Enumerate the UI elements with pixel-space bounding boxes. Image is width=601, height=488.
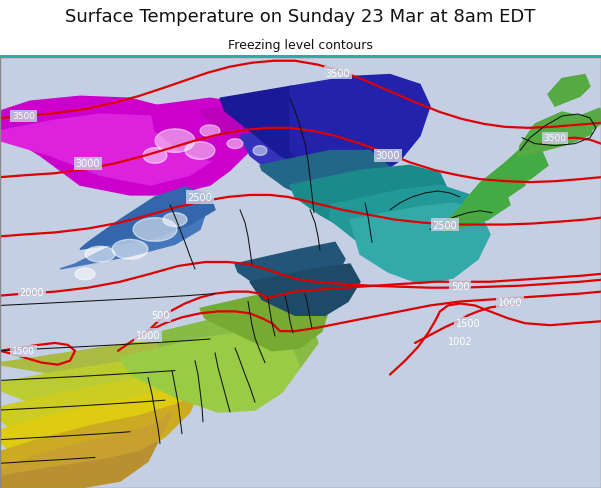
Polygon shape — [518, 113, 592, 158]
Polygon shape — [462, 166, 525, 213]
Polygon shape — [240, 122, 370, 186]
Polygon shape — [0, 412, 172, 488]
Polygon shape — [185, 142, 215, 160]
Polygon shape — [0, 392, 198, 481]
Polygon shape — [85, 247, 115, 263]
Polygon shape — [250, 264, 360, 316]
Polygon shape — [80, 188, 215, 250]
Polygon shape — [260, 151, 390, 203]
Text: 3500: 3500 — [543, 134, 567, 143]
Polygon shape — [0, 58, 601, 488]
Text: 2000: 2000 — [20, 287, 44, 297]
Polygon shape — [163, 213, 187, 227]
Text: 1000: 1000 — [498, 297, 522, 307]
Polygon shape — [133, 218, 177, 242]
Text: 2500: 2500 — [433, 220, 457, 230]
Text: 3500: 3500 — [12, 112, 35, 121]
Text: 3500: 3500 — [326, 68, 350, 79]
Polygon shape — [0, 97, 250, 196]
Polygon shape — [535, 109, 601, 144]
Polygon shape — [200, 102, 310, 156]
Polygon shape — [235, 243, 345, 294]
Text: 1500: 1500 — [456, 319, 480, 328]
Polygon shape — [0, 442, 158, 488]
Polygon shape — [0, 349, 235, 442]
Polygon shape — [200, 125, 220, 138]
Polygon shape — [290, 166, 450, 245]
Polygon shape — [290, 76, 430, 186]
Text: 3000: 3000 — [76, 159, 100, 169]
Polygon shape — [0, 115, 230, 186]
Polygon shape — [150, 99, 270, 161]
Polygon shape — [220, 85, 410, 176]
Polygon shape — [0, 309, 265, 392]
Text: Surface Temperature on Sunday 23 Mar at 8am EDT: Surface Temperature on Sunday 23 Mar at … — [66, 8, 535, 26]
Polygon shape — [120, 331, 300, 412]
Polygon shape — [253, 146, 267, 156]
Text: 1000: 1000 — [136, 330, 160, 340]
Polygon shape — [75, 268, 95, 280]
Polygon shape — [488, 148, 548, 194]
Text: 2500: 2500 — [188, 192, 212, 203]
Polygon shape — [445, 186, 510, 233]
Polygon shape — [548, 76, 590, 107]
Polygon shape — [155, 309, 318, 383]
Polygon shape — [200, 289, 330, 351]
Polygon shape — [350, 203, 490, 284]
Text: 1002: 1002 — [448, 336, 472, 346]
Text: 1500: 1500 — [12, 346, 35, 356]
Polygon shape — [155, 129, 195, 153]
Polygon shape — [143, 148, 167, 164]
Polygon shape — [60, 205, 205, 269]
Text: 500: 500 — [151, 311, 169, 321]
Polygon shape — [330, 186, 480, 269]
Polygon shape — [0, 371, 215, 462]
Polygon shape — [227, 140, 243, 149]
Text: 500: 500 — [451, 281, 469, 291]
Polygon shape — [112, 240, 148, 260]
Text: 3000: 3000 — [376, 151, 400, 161]
Text: Freezing level contours: Freezing level contours — [228, 39, 373, 51]
Polygon shape — [0, 325, 250, 412]
